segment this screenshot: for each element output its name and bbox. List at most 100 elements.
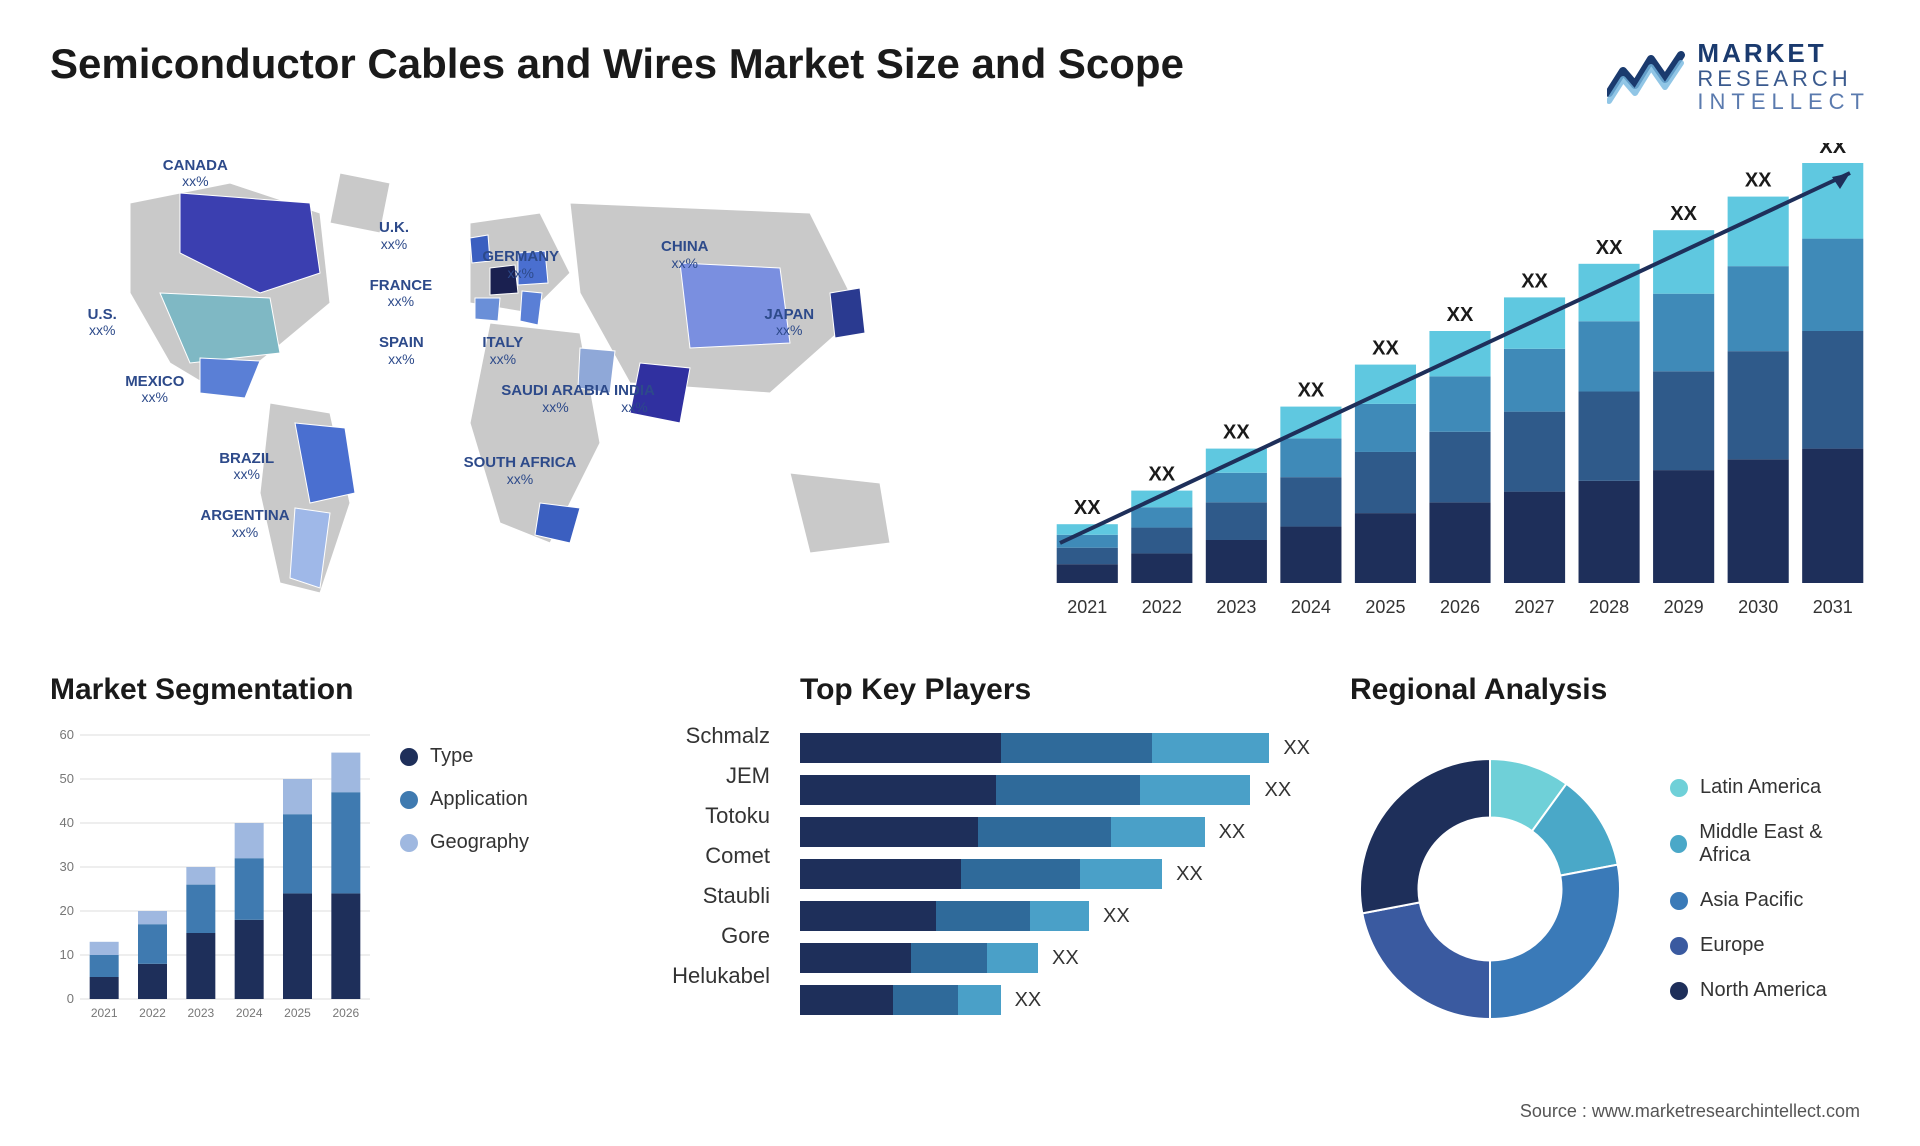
regional-panel: Regional Analysis Latin America Middle Ea… bbox=[1350, 673, 1870, 1053]
map-label: GERMANYxx% bbox=[482, 249, 559, 281]
svg-text:2022: 2022 bbox=[1142, 597, 1182, 617]
regional-legend: Latin America Middle East & Africa Asia Pa… bbox=[1670, 776, 1870, 1002]
player-name: JEM bbox=[726, 763, 770, 789]
svg-text:2030: 2030 bbox=[1738, 597, 1778, 617]
player-bar-row: XX bbox=[800, 943, 1310, 973]
map-label: JAPANxx% bbox=[764, 307, 814, 339]
player-value-label: XX bbox=[1176, 863, 1203, 886]
player-name: Helukabel bbox=[672, 963, 770, 989]
map-label: SOUTH AFRICAxx% bbox=[464, 455, 577, 487]
svg-text:2031: 2031 bbox=[1813, 597, 1853, 617]
map-label: CHINAxx% bbox=[661, 239, 709, 271]
svg-text:2023: 2023 bbox=[187, 1006, 214, 1020]
svg-text:XX: XX bbox=[1148, 464, 1175, 486]
segmentation-panel: Market Segmentation 0 10 20 30 40 50 60 2021 202… bbox=[50, 673, 570, 1053]
map-label: BRAZILxx% bbox=[219, 451, 274, 483]
svg-text:0: 0 bbox=[67, 991, 74, 1006]
map-label: U.K.xx% bbox=[379, 220, 409, 252]
player-name: Gore bbox=[721, 923, 770, 949]
svg-text:2021: 2021 bbox=[91, 1006, 118, 1020]
source-attribution: Source : www.marketresearchintellect.com bbox=[1520, 1101, 1860, 1122]
svg-text:XX: XX bbox=[1223, 422, 1250, 444]
map-label: ARGENTINAxx% bbox=[200, 508, 289, 540]
svg-text:XX: XX bbox=[1447, 304, 1474, 326]
player-name: Totoku bbox=[705, 803, 770, 829]
svg-text:2024: 2024 bbox=[1291, 597, 1331, 617]
svg-text:2021: 2021 bbox=[1067, 597, 1107, 617]
top-row: CANADAxx% U.S.xx% MEXICOxx% BRAZILxx% ARGENT… bbox=[50, 143, 1870, 623]
svg-text:XX: XX bbox=[1521, 271, 1548, 293]
legend-item: Asia Pacific bbox=[1670, 889, 1870, 912]
svg-text:40: 40 bbox=[60, 815, 74, 830]
map-label: SAUDI ARABIAxx% bbox=[501, 383, 610, 415]
svg-text:50: 50 bbox=[60, 771, 74, 786]
player-value-label: XX bbox=[1103, 905, 1130, 928]
player-bar-row: XX bbox=[800, 985, 1310, 1015]
map-label: ITALYxx% bbox=[482, 335, 523, 367]
page-title: Semiconductor Cables and Wires Market Si… bbox=[50, 40, 1184, 88]
segmentation-legend: Type Application Geography bbox=[400, 725, 570, 1053]
player-bar-row: XX bbox=[800, 859, 1310, 889]
player-name: Staubli bbox=[703, 883, 770, 909]
legend-item: Application bbox=[400, 788, 570, 811]
svg-text:2027: 2027 bbox=[1515, 597, 1555, 617]
svg-text:2026: 2026 bbox=[1440, 597, 1480, 617]
map-label: CANADAxx% bbox=[163, 158, 228, 190]
growth-chart: XX 2021 XX 2022 XX 2023 XX 2024 XX 2025 XX 2026 XX 20… bbox=[1050, 143, 1870, 623]
svg-text:2026: 2026 bbox=[332, 1006, 359, 1020]
svg-text:XX: XX bbox=[1074, 498, 1101, 520]
svg-text:XX: XX bbox=[1298, 380, 1325, 402]
map-label: MEXICOxx% bbox=[125, 374, 184, 406]
map-label: FRANCExx% bbox=[370, 278, 433, 310]
segmentation-title: Market Segmentation bbox=[50, 673, 570, 707]
svg-text:XX: XX bbox=[1819, 143, 1846, 158]
legend-item: Type bbox=[400, 745, 570, 768]
svg-text:2025: 2025 bbox=[1365, 597, 1405, 617]
svg-text:2024: 2024 bbox=[236, 1006, 263, 1020]
legend-item: Latin America bbox=[1670, 776, 1870, 799]
svg-text:2028: 2028 bbox=[1589, 597, 1629, 617]
segmentation-bars: 0 10 20 30 40 50 60 2021 2022 2023 2024 2025 2026 bbox=[50, 725, 370, 1025]
svg-text:60: 60 bbox=[60, 727, 74, 742]
key-players-title: Top Key Players bbox=[800, 673, 1310, 707]
player-value-label: XX bbox=[1283, 737, 1310, 760]
growth-chart-panel: XX 2021 XX 2022 XX 2023 XX 2024 XX 2025 XX 2026 XX 20… bbox=[1050, 143, 1870, 623]
svg-text:XX: XX bbox=[1372, 338, 1399, 360]
player-value-label: XX bbox=[1265, 779, 1292, 802]
svg-text:2023: 2023 bbox=[1216, 597, 1256, 617]
player-name: Schmalz bbox=[686, 723, 770, 749]
map-label: SPAINxx% bbox=[379, 335, 424, 367]
legend-item: North America bbox=[1670, 979, 1870, 1002]
svg-text:20: 20 bbox=[60, 903, 74, 918]
player-value-label: XX bbox=[1052, 947, 1079, 970]
svg-text:2022: 2022 bbox=[139, 1006, 166, 1020]
map-label: INDIAxx% bbox=[614, 383, 655, 415]
regional-donut bbox=[1350, 749, 1630, 1029]
svg-text:XX: XX bbox=[1745, 170, 1772, 192]
svg-text:XX: XX bbox=[1596, 237, 1623, 259]
player-value-label: XX bbox=[1219, 821, 1246, 844]
legend-item: Geography bbox=[400, 831, 570, 854]
key-players-panel: Schmalz JEM Totoku Comet Staubli Gore Helukabe… bbox=[610, 673, 1310, 1053]
key-players-bars: XX XX XX XX XX XX XX bbox=[800, 725, 1310, 1053]
player-value-label: XX bbox=[1015, 989, 1042, 1012]
key-players-names: Schmalz JEM Totoku Comet Staubli Gore Helukabe… bbox=[610, 673, 770, 1053]
player-bar-row: XX bbox=[800, 817, 1310, 847]
map-label: U.S.xx% bbox=[88, 307, 117, 339]
logo-text: MARKET RESEARCH INTELLECT bbox=[1697, 40, 1870, 113]
legend-item: Middle East & Africa bbox=[1670, 821, 1870, 867]
regional-title: Regional Analysis bbox=[1350, 673, 1870, 707]
player-bar-row: XX bbox=[800, 775, 1310, 805]
player-bar-row: XX bbox=[800, 901, 1310, 931]
legend-item: Europe bbox=[1670, 934, 1870, 957]
world-map-panel: CANADAxx% U.S.xx% MEXICOxx% BRAZILxx% ARGENT… bbox=[50, 143, 990, 623]
svg-text:10: 10 bbox=[60, 947, 74, 962]
svg-text:2025: 2025 bbox=[284, 1006, 311, 1020]
bottom-row: Market Segmentation 0 10 20 30 40 50 60 2021 202… bbox=[50, 673, 1870, 1053]
brand-logo: MARKET RESEARCH INTELLECT bbox=[1607, 40, 1870, 113]
player-name: Comet bbox=[705, 843, 770, 869]
segmentation-chart: 0 10 20 30 40 50 60 2021 2022 2023 2024 2025 2026 bbox=[50, 725, 370, 1053]
svg-text:2029: 2029 bbox=[1664, 597, 1704, 617]
svg-text:30: 30 bbox=[60, 859, 74, 874]
player-bar-row: XX bbox=[800, 733, 1310, 763]
